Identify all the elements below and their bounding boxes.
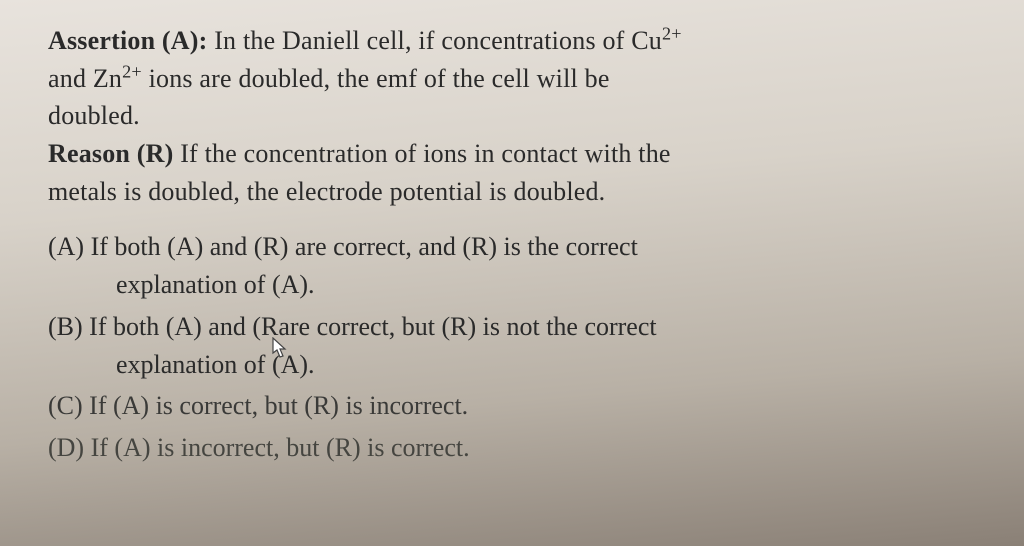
options-list: (A) If both (A) and (R) are correct, and… [48, 228, 980, 466]
reason-text-2: metals is doubled, the electrode potenti… [48, 177, 605, 206]
assertion-line-2: and Zn2+ ions are doubled, the emf of th… [48, 60, 980, 98]
reason-line-1: Reason (R) If the concentration of ions … [48, 135, 980, 173]
assertion-text-3: doubled. [48, 101, 140, 130]
reason-line-2: metals is doubled, the electrode potenti… [48, 173, 980, 211]
assertion-text-2b: ions are doubled, the emf of the cell wi… [142, 64, 610, 93]
reason-text-1: If the concentration of ions in contact … [174, 139, 671, 168]
option-b: (B) If both (A) and (Rare correct, but (… [48, 308, 980, 383]
assertion-label: Assertion (A): [48, 26, 208, 55]
option-a: (A) If both (A) and (R) are correct, and… [48, 228, 980, 303]
option-d-line-1: (D) If (A) is incorrect, but (R) is corr… [48, 433, 470, 462]
question-block: Assertion (A): In the Daniell cell, if c… [48, 22, 980, 467]
option-c-line-1: (C) If (A) is correct, but (R) is incorr… [48, 391, 468, 420]
option-a-line-2: explanation of (A). [72, 266, 980, 304]
cu-superscript: 2+ [662, 23, 682, 43]
option-c: (C) If (A) is correct, but (R) is incorr… [48, 387, 980, 425]
reason-label: Reason (R) [48, 139, 174, 168]
option-b-part-2: are correct, but (R) is not the correct [278, 312, 656, 341]
assertion-text-1: In the Daniell cell, if concentrations o… [208, 26, 662, 55]
assertion-line-1: Assertion (A): In the Daniell cell, if c… [48, 22, 980, 60]
option-b-part-1: (B) If both (A) and (R [48, 312, 278, 341]
zn-superscript: 2+ [122, 61, 142, 81]
assertion-line-3: doubled. [48, 97, 980, 135]
assertion-text-2a: and Zn [48, 64, 122, 93]
option-b-line-2: explanation of (A). [72, 346, 980, 384]
option-a-line-1: (A) If both (A) and (R) are correct, and… [48, 232, 638, 261]
option-d: (D) If (A) is incorrect, but (R) is corr… [48, 429, 980, 467]
